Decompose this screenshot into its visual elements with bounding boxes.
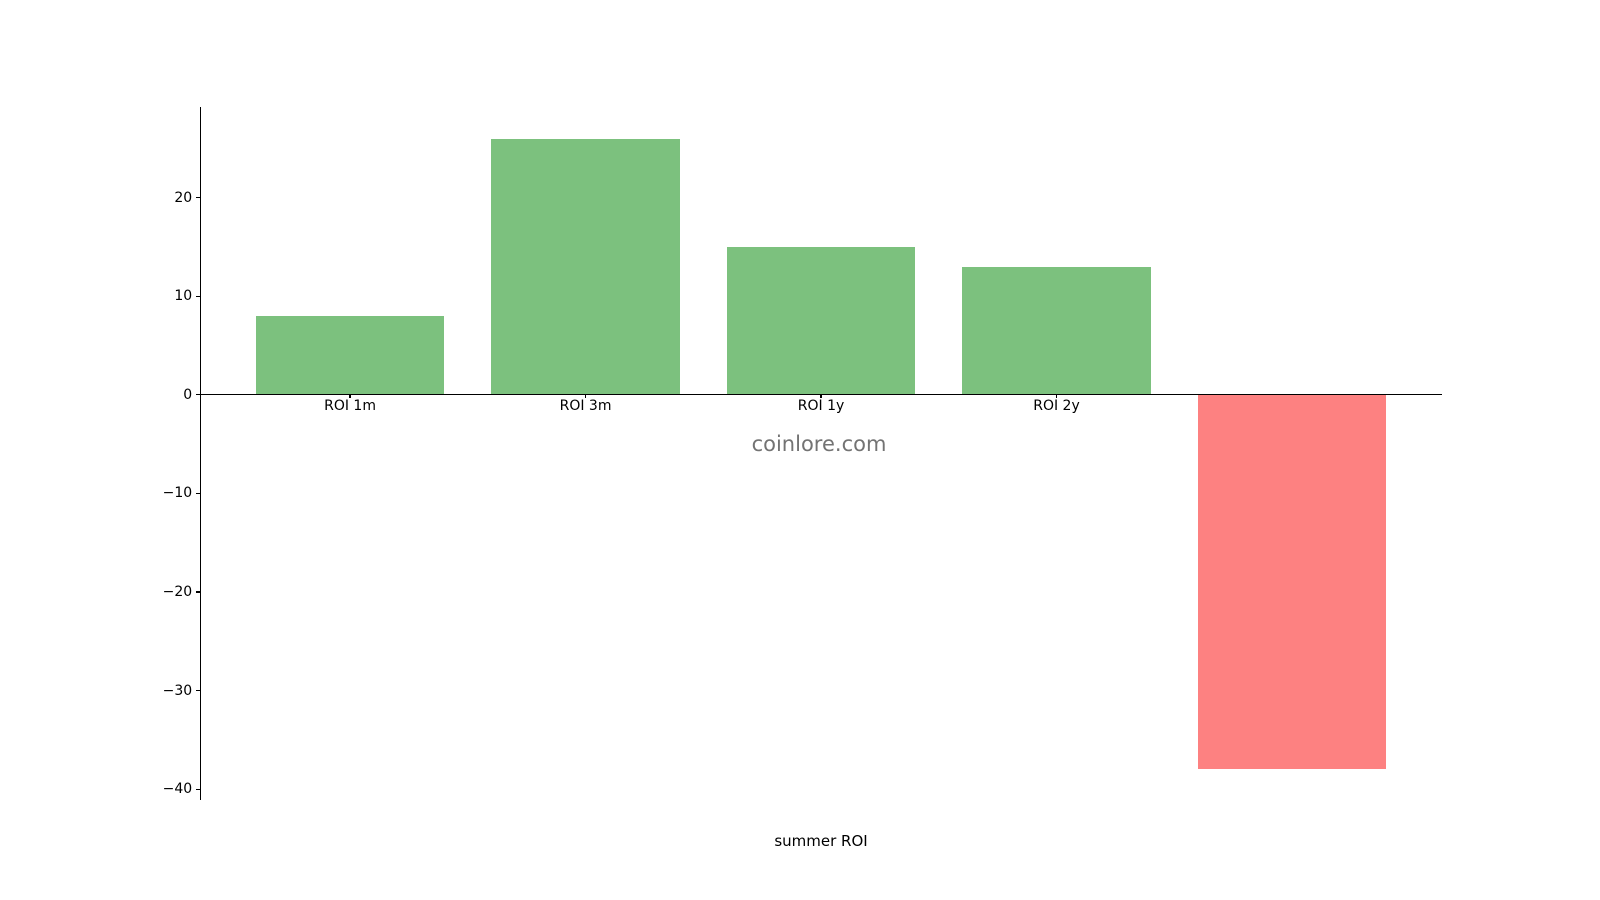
- y-tick: [196, 394, 200, 396]
- x-tick: [584, 394, 587, 399]
- y-tick-label: 0: [183, 386, 193, 403]
- y-tick: [196, 788, 200, 790]
- x-tick-label: ROI 2y: [1033, 398, 1080, 415]
- y-axis-line: [199, 107, 201, 800]
- y-tick: [196, 591, 200, 593]
- y-tick-label: −10: [162, 485, 193, 502]
- bar-roi-2y: [962, 266, 1151, 395]
- y-tick-label: 20: [174, 189, 193, 206]
- bar-roi-1y: [726, 246, 916, 395]
- bar-roi-3m: [491, 138, 680, 395]
- y-tick-label: −40: [162, 781, 193, 798]
- bar-roi-1m: [255, 315, 445, 395]
- y-tick: [196, 492, 200, 495]
- y-tick-label: −20: [162, 584, 193, 600]
- y-tick-label: −30: [162, 682, 193, 699]
- bar-unlabeled: [1197, 394, 1387, 770]
- x-axis-line: [199, 394, 1442, 396]
- y-tick-label: 10: [174, 288, 193, 305]
- y-tick: [196, 197, 200, 199]
- x-tick: [820, 394, 822, 399]
- x-axis-title: summer ROI: [774, 832, 868, 850]
- x-tick: [1055, 394, 1058, 399]
- watermark: coinlore.com: [751, 432, 887, 456]
- x-tick-label: ROI 1m: [324, 398, 376, 415]
- y-tick: [196, 295, 200, 297]
- x-tick: [349, 394, 351, 399]
- y-tick: [196, 689, 200, 692]
- x-tick-label: ROI 3m: [559, 398, 612, 415]
- x-tick-label: ROI 1y: [797, 398, 845, 415]
